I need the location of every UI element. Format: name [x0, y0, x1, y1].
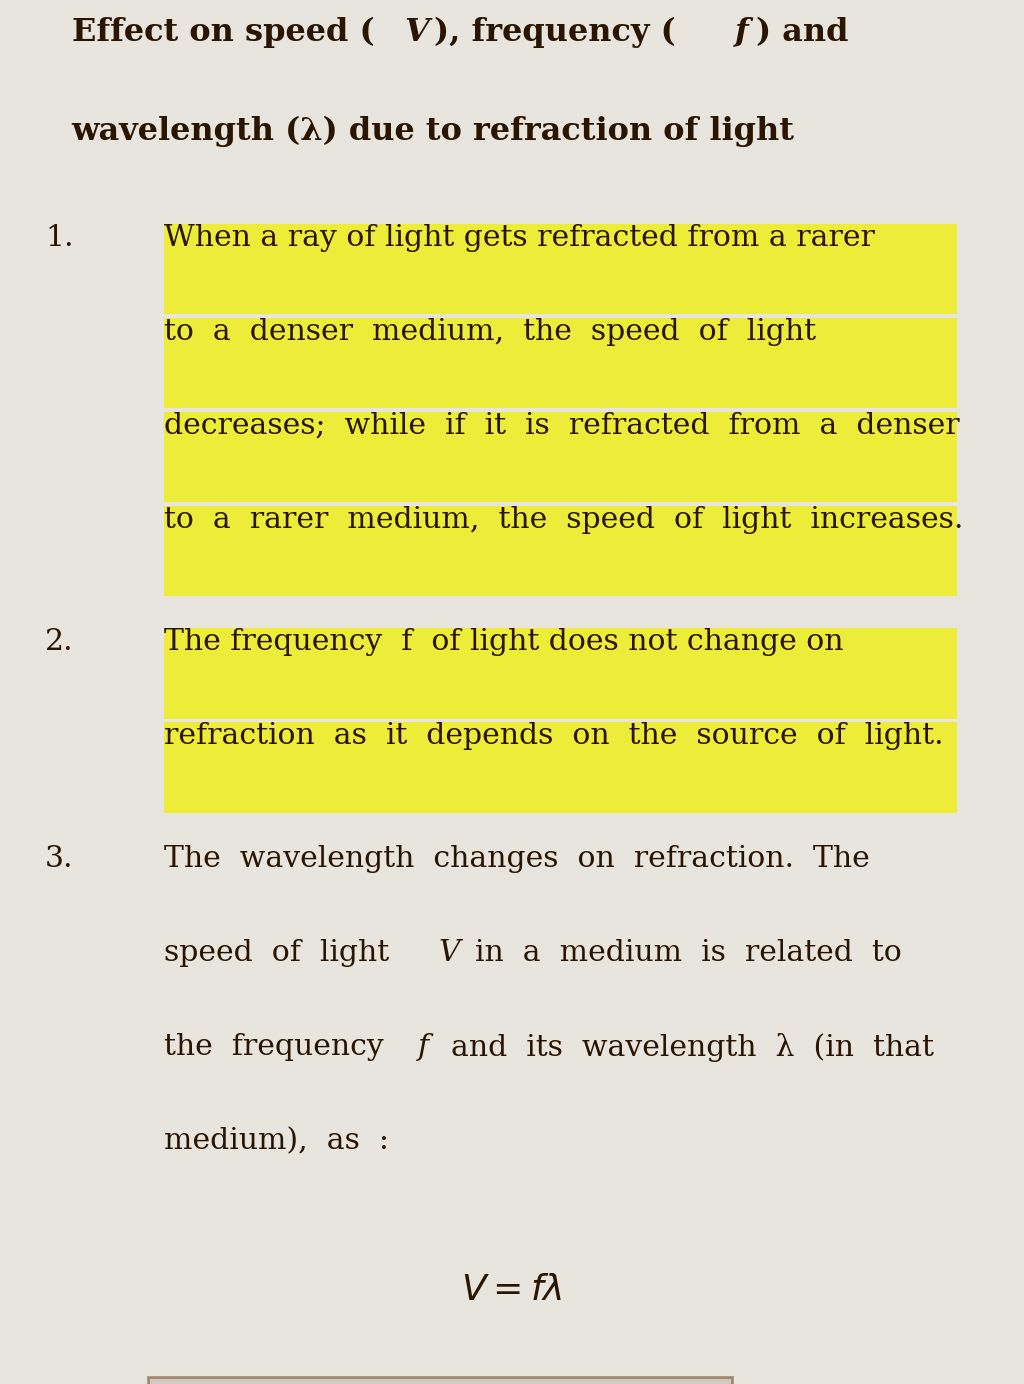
- Text: in  a  medium  is  related  to: in a medium is related to: [456, 938, 901, 967]
- Text: decreases;  while  if  it  is  refracted  from  a  denser: decreases; while if it is refracted from…: [164, 412, 959, 440]
- Text: 1.: 1.: [45, 224, 74, 252]
- Text: and  its  wavelength  λ  (in  that: and its wavelength λ (in that: [432, 1032, 934, 1062]
- Text: Effect on speed (: Effect on speed (: [72, 17, 375, 48]
- Text: V: V: [404, 17, 429, 47]
- Text: refraction  as  it  depends  on  the  source  of  light.: refraction as it depends on the source o…: [164, 722, 943, 750]
- FancyBboxPatch shape: [164, 412, 957, 502]
- Text: ) and: ) and: [756, 17, 848, 47]
- Text: 3.: 3.: [45, 844, 74, 873]
- FancyBboxPatch shape: [164, 628, 957, 718]
- Text: f: f: [418, 1032, 429, 1062]
- Text: The  wavelength  changes  on  refraction.  The: The wavelength changes on refraction. Th…: [164, 844, 869, 873]
- Text: medium),  as  :: medium), as :: [164, 1127, 389, 1156]
- Text: ), frequency (: ), frequency (: [434, 17, 676, 48]
- Text: speed  of  light: speed of light: [164, 938, 408, 967]
- Text: The frequency  f  of light does not change on: The frequency f of light does not change…: [164, 628, 844, 656]
- FancyBboxPatch shape: [164, 507, 957, 597]
- Text: When a ray of light gets refracted from a rarer: When a ray of light gets refracted from …: [164, 224, 874, 252]
- Text: to  a  rarer  medium,  the  speed  of  light  increases.: to a rarer medium, the speed of light in…: [164, 507, 964, 534]
- FancyBboxPatch shape: [164, 224, 957, 314]
- Text: $V = f\lambda$: $V = f\lambda$: [461, 1273, 563, 1306]
- Text: f: f: [735, 17, 749, 47]
- FancyBboxPatch shape: [148, 1377, 732, 1384]
- FancyBboxPatch shape: [164, 722, 957, 812]
- Text: V: V: [438, 938, 460, 967]
- Text: wavelength (λ) due to refraction of light: wavelength (λ) due to refraction of ligh…: [72, 115, 795, 147]
- Text: the  frequency: the frequency: [164, 1032, 402, 1062]
- Text: 2.: 2.: [45, 628, 74, 656]
- FancyBboxPatch shape: [164, 318, 957, 408]
- Text: to  a  denser  medium,  the  speed  of  light: to a denser medium, the speed of light: [164, 318, 816, 346]
